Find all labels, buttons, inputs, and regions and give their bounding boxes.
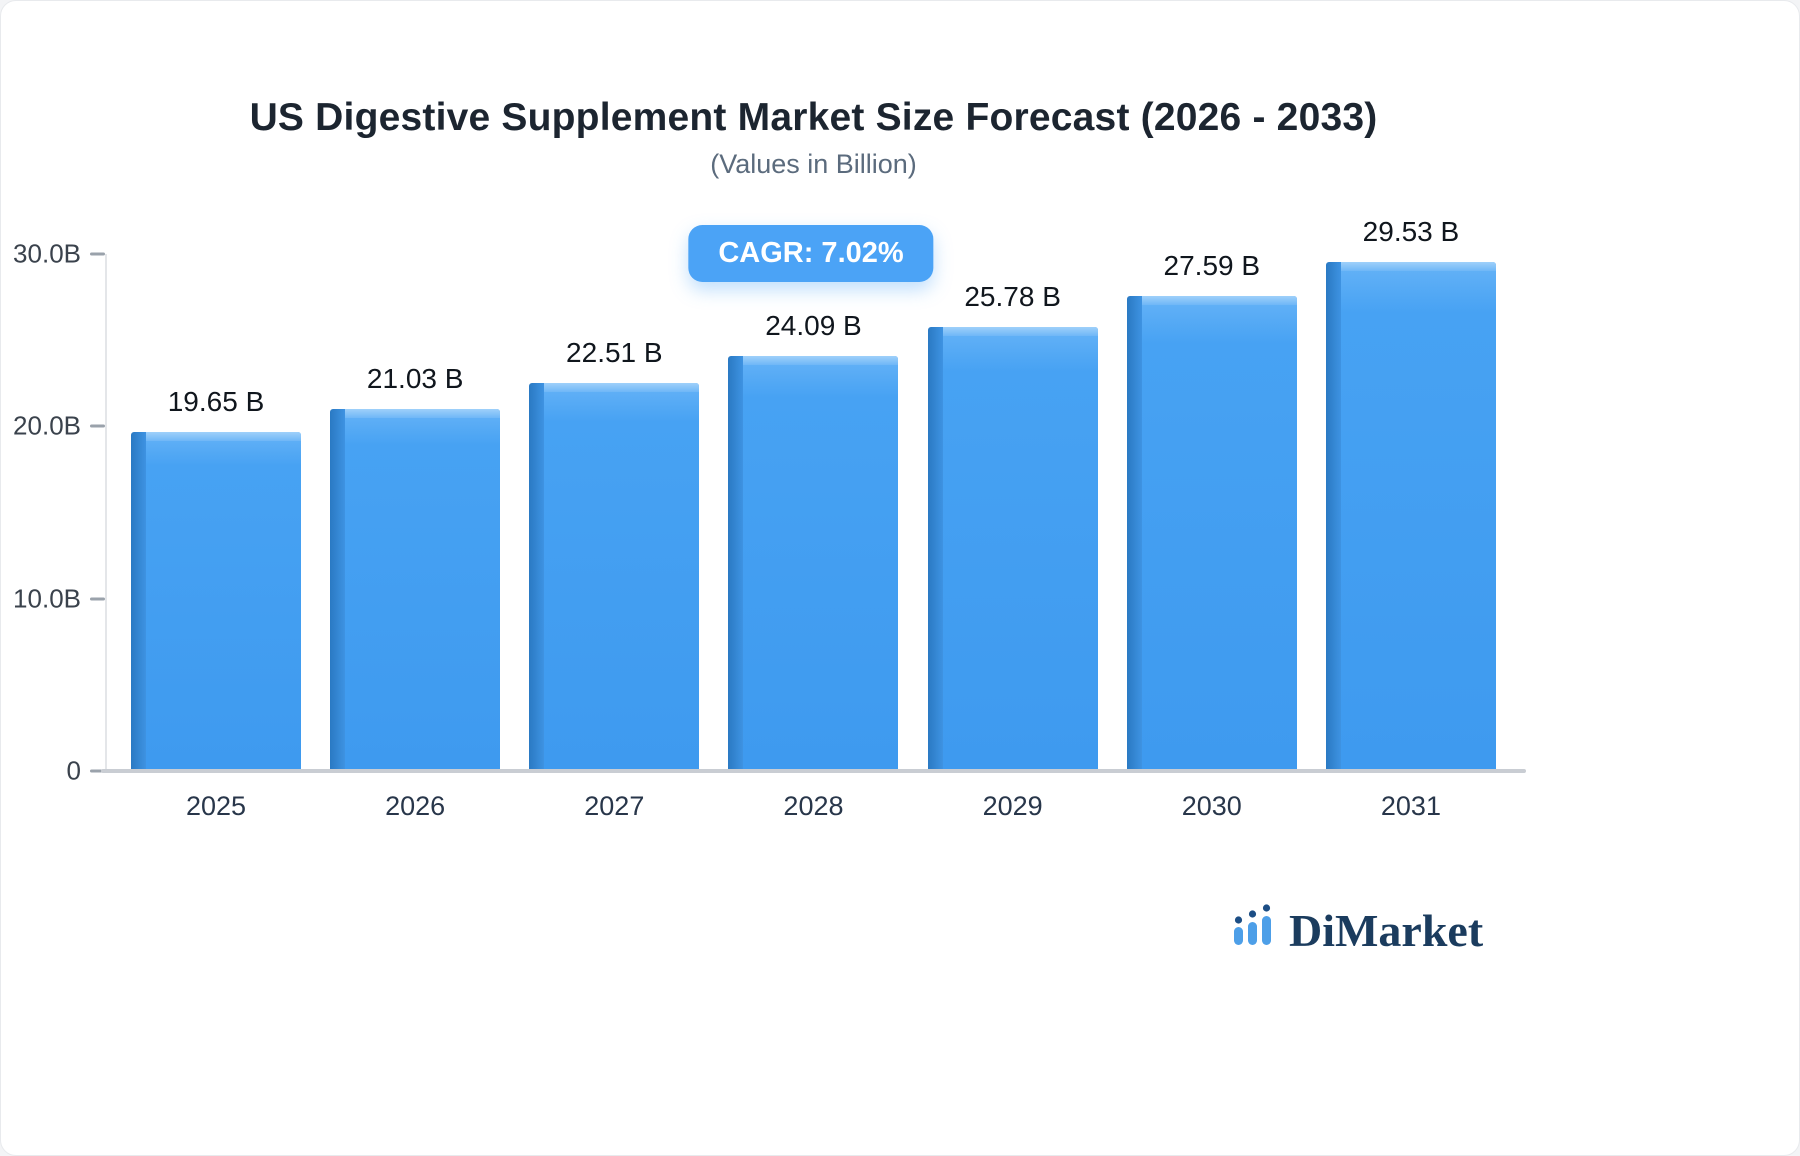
bar-front-face <box>345 408 501 771</box>
cagr-badge: CAGR: 7.02% <box>688 225 934 282</box>
y-tick-mark <box>90 424 105 428</box>
bar-value-label: 27.59 B <box>1163 249 1261 281</box>
bar-top-face <box>146 432 301 442</box>
bar-side-face <box>131 432 146 771</box>
bar-top-face <box>345 408 501 418</box>
bar-value-label: 22.51 B <box>566 337 663 369</box>
bar-front-face <box>1141 295 1297 771</box>
bar-front-face <box>743 355 899 771</box>
chart-title: US Digestive Supplement Market Size Fore… <box>249 96 1378 139</box>
bar-top-face <box>1141 295 1297 305</box>
y-tick-label: 0 <box>66 755 81 786</box>
bar-side-face <box>1126 295 1142 771</box>
y-tick: 10.0B <box>1 583 105 614</box>
x-axis-label: 2029 <box>982 791 1043 821</box>
y-tick-label: 10.0B <box>13 583 81 614</box>
bar-top-face <box>544 383 700 393</box>
bar-front-face <box>1340 262 1496 771</box>
bar-2030: 27.59 B <box>1126 250 1297 771</box>
x-axis-label: 2028 <box>783 791 844 821</box>
bar-top-face <box>1340 262 1496 272</box>
bar-value-label: 21.03 B <box>366 362 464 394</box>
bar-side-face <box>927 326 943 771</box>
chart-subtitle: (Values in Billion) <box>710 149 917 179</box>
bar-value-label: 19.65 B <box>167 386 265 418</box>
x-axis-labels: 2025 2026 2027 2028 2029 2030 2031 <box>106 791 1521 822</box>
bar-2026: 21.03 B <box>330 363 501 771</box>
bar-2027: 22.51 B <box>529 337 700 771</box>
bar-value-label: 25.78 B <box>964 280 1061 312</box>
brand-name: DiMarket <box>1289 905 1484 956</box>
x-axis-label: 2027 <box>584 791 645 821</box>
bar-side-face <box>330 408 346 771</box>
bar-2031: 29.53 B <box>1325 216 1496 771</box>
bar-side-face <box>1325 262 1341 771</box>
x-axis-label: 2025 <box>185 791 247 821</box>
bar-2025: 19.65 B <box>131 386 301 771</box>
bar-front-face <box>146 432 301 771</box>
plot-area: 19.65 B 21.03 B 22.51 B 24.09 B 25.78 B 27.59… <box>106 216 1521 771</box>
x-axis-label: 2030 <box>1181 791 1242 821</box>
x-axis-line <box>101 769 1526 773</box>
y-tick-mark <box>90 597 105 601</box>
bar-2029: 25.78 B <box>927 281 1098 771</box>
brand-logo: DiMarket <box>1229 901 1483 954</box>
bar-chart-icon <box>1229 901 1277 954</box>
y-tick: 0 <box>1 756 105 787</box>
y-tick-label: 30.0B <box>13 238 81 269</box>
bar-2028: 24.09 B <box>728 310 899 771</box>
y-axis-line <box>105 254 107 771</box>
bar-top-face <box>942 326 1098 336</box>
bar-front-face <box>942 326 1098 771</box>
bar-side-face <box>529 383 545 771</box>
y-tick-mark <box>90 769 105 773</box>
y-tick: 30.0B <box>1 239 105 270</box>
bar-value-label: 24.09 B <box>765 309 862 341</box>
bar-top-face <box>743 355 899 365</box>
y-tick-label: 20.0B <box>13 410 81 441</box>
y-tick-mark <box>90 252 105 256</box>
bar-side-face <box>728 355 744 771</box>
y-tick: 20.0B <box>1 411 105 442</box>
bar-front-face <box>544 383 700 771</box>
x-axis-label: 2031 <box>1380 791 1441 821</box>
x-axis-label: 2026 <box>385 791 446 821</box>
bar-value-label: 29.53 B <box>1362 216 1460 248</box>
